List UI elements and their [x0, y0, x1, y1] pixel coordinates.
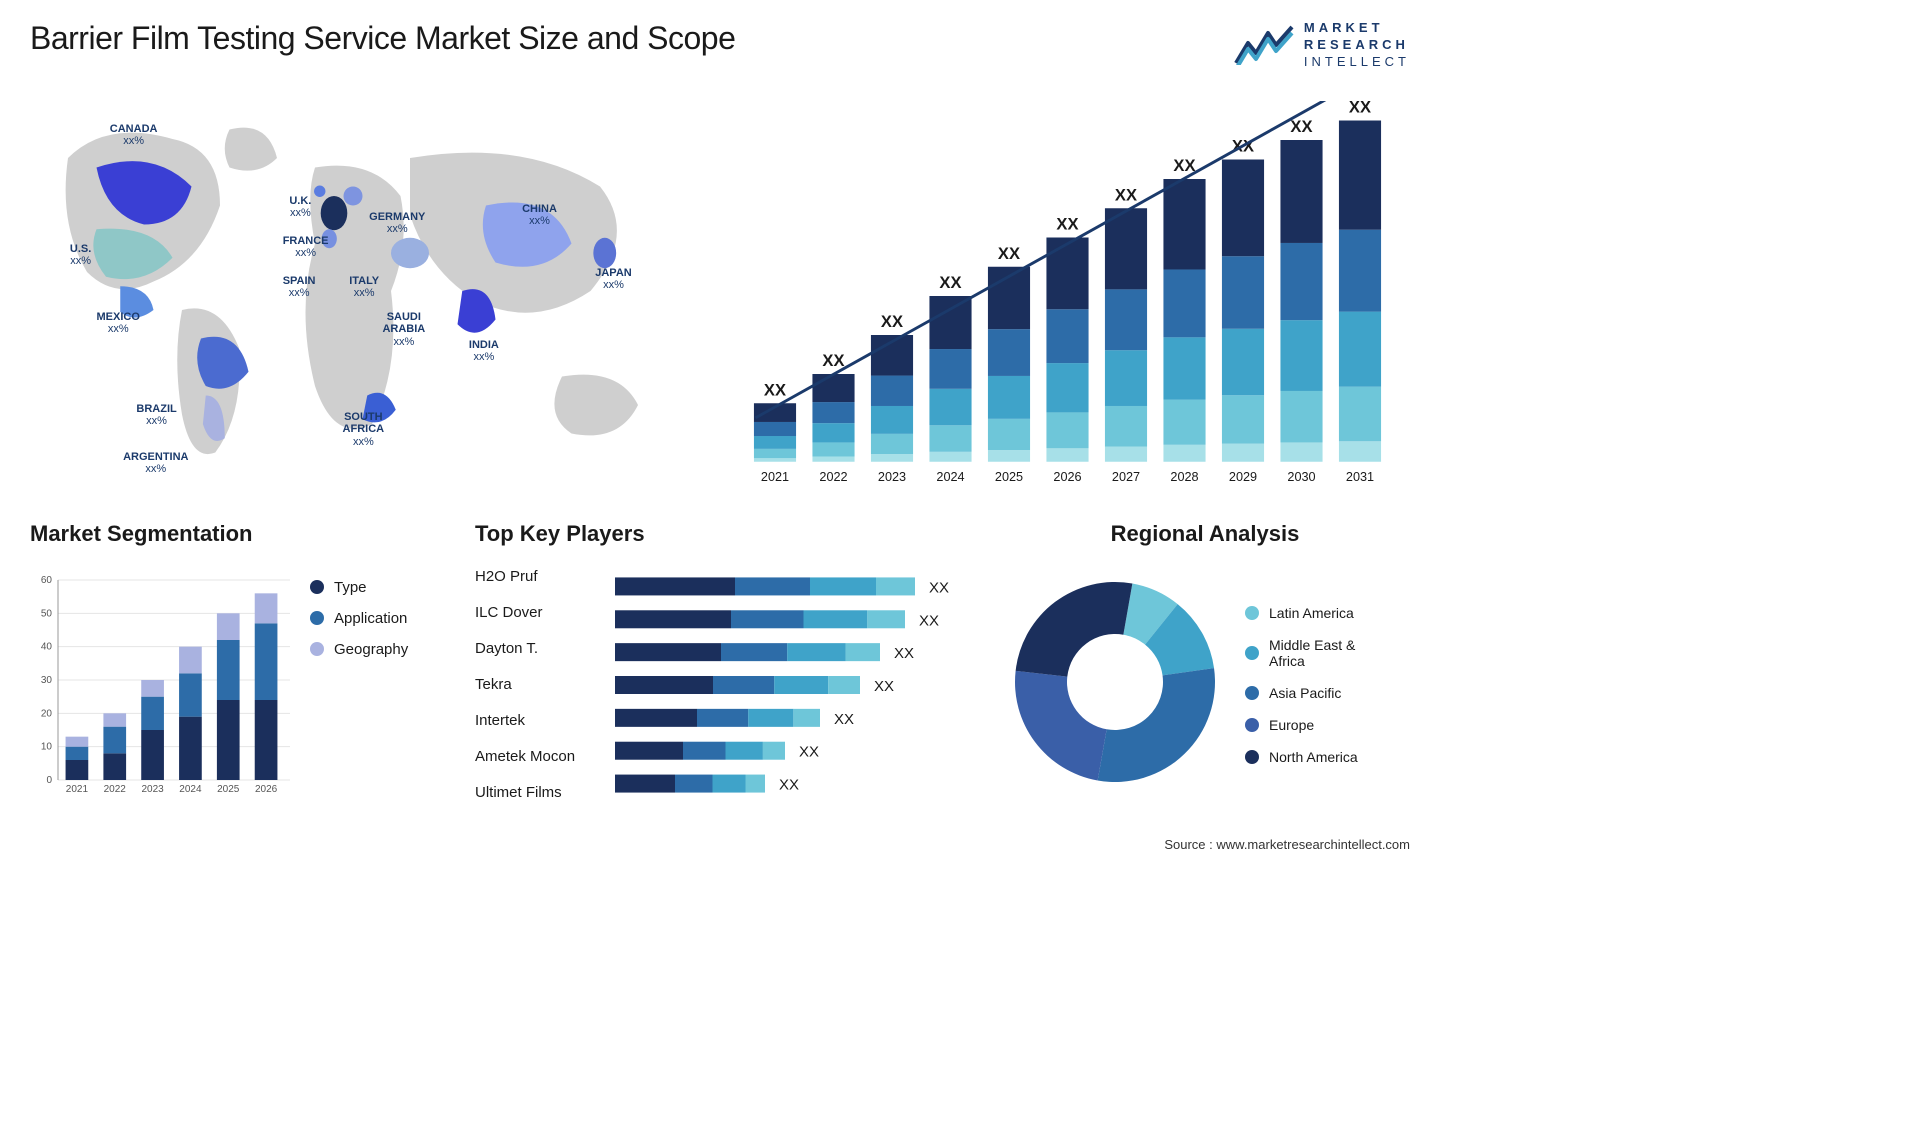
map-label: ITALYxx% — [349, 275, 379, 300]
svg-text:2021: 2021 — [761, 470, 789, 484]
map-label: INDIAxx% — [469, 339, 499, 364]
svg-text:XX: XX — [834, 711, 854, 728]
map-label: JAPANxx% — [595, 267, 631, 292]
legend-item: Asia Pacific — [1245, 685, 1358, 701]
growth-chart: XX 2021 XX 2022 XX 2023 XX 2024 XX 2025 XX 2026 XX 20… — [735, 101, 1400, 491]
key-player-name: Tekra — [475, 676, 605, 693]
svg-text:2022: 2022 — [819, 470, 847, 484]
map-label: GERMANYxx% — [369, 211, 425, 236]
map-label: ARGENTINAxx% — [123, 451, 188, 476]
map-label: FRANCExx% — [283, 235, 329, 260]
svg-text:XX: XX — [874, 678, 894, 695]
svg-text:2029: 2029 — [1229, 470, 1257, 484]
svg-text:2024: 2024 — [179, 784, 202, 795]
map-label: MEXICOxx% — [97, 311, 140, 336]
regional-title: Regional Analysis — [1000, 521, 1410, 547]
legend-item: North America — [1245, 749, 1358, 765]
brand-logo: MARKET RESEARCH INTELLECT — [1234, 20, 1410, 71]
map-label: BRAZILxx% — [136, 403, 176, 428]
svg-text:2023: 2023 — [878, 470, 906, 484]
segmentation-title: Market Segmentation — [30, 521, 450, 547]
svg-text:2025: 2025 — [217, 784, 240, 795]
svg-text:2028: 2028 — [1170, 470, 1198, 484]
map-label: SOUTHAFRICAxx% — [343, 411, 385, 449]
key-players-chart: XXXXXXXXXXXXXX — [615, 559, 975, 811]
map-label: SPAINxx% — [283, 275, 316, 300]
key-player-name: H2O Pruf — [475, 568, 605, 585]
svg-text:30: 30 — [41, 675, 53, 686]
segmentation-chart: 0 10 20 30 40 50 60 2021 2022 2023 2024 2025 2026 — [30, 559, 290, 811]
map-label: SAUDIARABIAxx% — [382, 311, 425, 349]
legend-item: Latin America — [1245, 605, 1358, 621]
svg-text:20: 20 — [41, 708, 53, 719]
segmentation-legend: Type Application Geography — [310, 559, 450, 811]
svg-text:XX: XX — [799, 743, 819, 760]
legend-item: Type — [310, 579, 450, 596]
page-title: Barrier Film Testing Service Market Size… — [30, 20, 735, 57]
svg-text:XX: XX — [779, 776, 799, 793]
svg-text:XX: XX — [1290, 117, 1312, 136]
svg-text:2022: 2022 — [104, 784, 127, 795]
svg-text:2025: 2025 — [995, 470, 1023, 484]
growth-chart-panel: XX 2021 XX 2022 XX 2023 XX 2024 XX 2025 XX 2026 XX 20… — [725, 91, 1410, 491]
svg-text:60: 60 — [41, 575, 53, 586]
svg-text:2021: 2021 — [66, 784, 89, 795]
world-map-panel: CANADAxx% U.S.xx% MEXICOxx% BRAZILxx% ARGENT… — [30, 91, 695, 491]
svg-text:2026: 2026 — [255, 784, 278, 795]
svg-text:50: 50 — [41, 608, 53, 619]
map-label: U.S.xx% — [70, 243, 91, 268]
segmentation-panel: Market Segmentation 0 10 20 30 40 50 60 2021 202… — [30, 521, 450, 811]
key-player-name: Ultimet Films — [475, 784, 605, 801]
logo-mark-icon — [1234, 25, 1294, 65]
legend-item: Middle East &Africa — [1245, 637, 1358, 669]
key-players-panel: Top Key Players H2O Pruf ILC Dover Dayton … — [475, 521, 975, 811]
svg-text:2023: 2023 — [141, 784, 164, 795]
svg-text:XX: XX — [764, 380, 786, 399]
map-label: U.K.xx% — [289, 195, 311, 220]
legend-item: Application — [310, 610, 450, 627]
svg-text:2031: 2031 — [1346, 470, 1374, 484]
key-player-name: ILC Dover — [475, 604, 605, 621]
logo-text-2: RESEARCH — [1304, 37, 1410, 54]
key-players-title: Top Key Players — [475, 521, 975, 547]
svg-text:XX: XX — [939, 273, 961, 292]
key-player-name: Ametek Mocon — [475, 748, 605, 765]
svg-text:XX: XX — [919, 612, 939, 629]
svg-text:10: 10 — [41, 741, 53, 752]
svg-text:XX: XX — [1115, 185, 1137, 204]
svg-text:XX: XX — [998, 244, 1020, 263]
logo-text-3: INTELLECT — [1304, 54, 1410, 71]
legend-item: Europe — [1245, 717, 1358, 733]
svg-text:XX: XX — [1349, 101, 1371, 117]
svg-text:40: 40 — [41, 641, 53, 652]
svg-text:0: 0 — [46, 775, 52, 786]
svg-text:2030: 2030 — [1287, 470, 1315, 484]
key-player-name: Intertek — [475, 712, 605, 729]
svg-text:2024: 2024 — [936, 470, 964, 484]
key-player-name: Dayton T. — [475, 640, 605, 657]
regional-panel: Regional Analysis Latin America Middle Ea… — [1000, 521, 1410, 811]
svg-text:XX: XX — [881, 312, 903, 331]
svg-text:2027: 2027 — [1112, 470, 1140, 484]
source-attribution: Source : www.marketresearchintellect.com — [1164, 837, 1410, 852]
legend-item: Geography — [310, 641, 450, 658]
map-label: CHINAxx% — [522, 203, 557, 228]
svg-text:XX: XX — [894, 645, 914, 662]
svg-text:XX: XX — [1173, 156, 1195, 175]
svg-text:XX: XX — [929, 579, 949, 596]
svg-text:2026: 2026 — [1053, 470, 1081, 484]
map-label: CANADAxx% — [110, 123, 158, 148]
regional-legend: Latin America Middle East &Africa Asia Pac… — [1245, 605, 1358, 765]
key-players-names: H2O Pruf ILC Dover Dayton T. Tekra Intertek A… — [475, 559, 605, 811]
svg-text:XX: XX — [1056, 214, 1078, 233]
svg-text:XX: XX — [822, 351, 844, 370]
regional-donut — [1000, 567, 1230, 797]
logo-text-1: MARKET — [1304, 20, 1410, 37]
